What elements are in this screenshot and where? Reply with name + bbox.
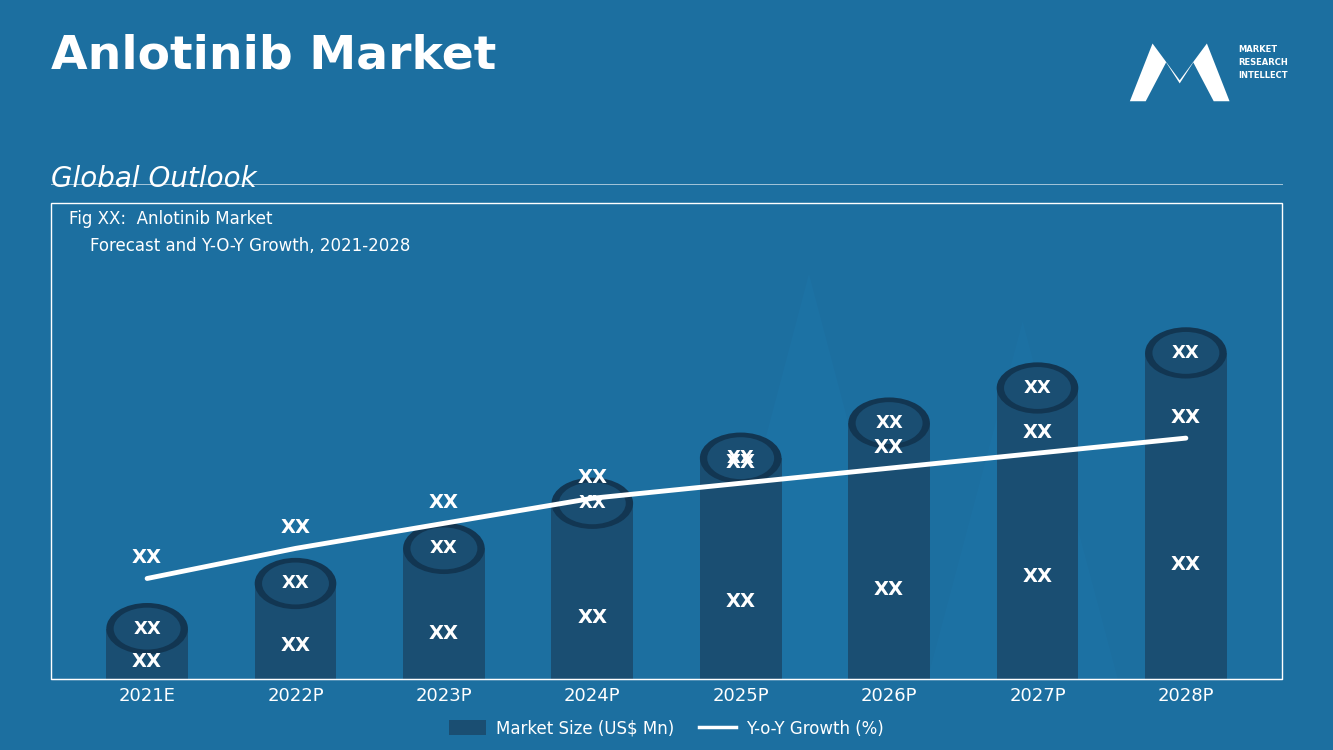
Text: XX: XX (874, 580, 904, 598)
Bar (997, 388, 1078, 679)
Text: XX: XX (579, 494, 607, 512)
Bar (255, 584, 336, 679)
Ellipse shape (1004, 367, 1070, 409)
Text: XX: XX (1170, 408, 1201, 427)
Text: XX: XX (132, 652, 163, 670)
Ellipse shape (552, 478, 633, 529)
Ellipse shape (708, 437, 774, 479)
Bar (1145, 353, 1226, 679)
Text: XX: XX (725, 453, 756, 472)
Ellipse shape (559, 482, 625, 524)
Text: XX: XX (726, 449, 754, 467)
Text: XX: XX (577, 608, 608, 627)
Text: XX: XX (429, 624, 459, 643)
Text: Forecast and Y-O-Y Growth, 2021-2028: Forecast and Y-O-Y Growth, 2021-2028 (69, 237, 411, 255)
Bar (552, 503, 633, 679)
Bar (700, 458, 781, 679)
Ellipse shape (997, 362, 1078, 413)
Ellipse shape (113, 608, 180, 650)
Text: Anlotinib Market: Anlotinib Market (51, 34, 496, 79)
Text: XX: XX (1172, 344, 1200, 362)
Legend: Market Size (US$ Mn), Y-o-Y Growth (%): Market Size (US$ Mn), Y-o-Y Growth (%) (443, 713, 890, 744)
Polygon shape (1130, 44, 1229, 101)
Text: XX: XX (1022, 568, 1053, 586)
Text: XX: XX (132, 548, 163, 568)
Text: XX: XX (1024, 379, 1052, 397)
Text: MARKET
RESEARCH
INTELLECT: MARKET RESEARCH INTELLECT (1238, 45, 1289, 80)
Text: XX: XX (1170, 555, 1201, 574)
Bar (107, 628, 188, 679)
Ellipse shape (1145, 327, 1226, 379)
Text: XX: XX (577, 468, 608, 488)
Ellipse shape (255, 558, 336, 609)
Text: XX: XX (874, 438, 904, 458)
Ellipse shape (107, 603, 188, 654)
Ellipse shape (1153, 332, 1220, 374)
Text: XX: XX (431, 539, 457, 557)
Ellipse shape (263, 562, 329, 604)
Text: XX: XX (280, 636, 311, 655)
Polygon shape (702, 274, 916, 679)
Text: XX: XX (725, 592, 756, 611)
Bar (403, 548, 485, 679)
Text: Fig XX:  Anlotinib Market: Fig XX: Anlotinib Market (69, 210, 273, 228)
Text: Global Outlook: Global Outlook (51, 165, 256, 193)
Polygon shape (928, 322, 1117, 679)
Ellipse shape (848, 398, 930, 448)
Ellipse shape (856, 402, 922, 444)
Text: XX: XX (429, 494, 459, 512)
Text: XX: XX (280, 518, 311, 538)
Text: XX: XX (1022, 423, 1053, 442)
Bar (848, 423, 930, 679)
Text: XX: XX (133, 620, 161, 638)
Ellipse shape (411, 527, 477, 569)
Text: XX: XX (876, 414, 902, 432)
Text: XX: XX (281, 574, 309, 592)
Ellipse shape (403, 523, 485, 574)
Ellipse shape (700, 433, 781, 484)
